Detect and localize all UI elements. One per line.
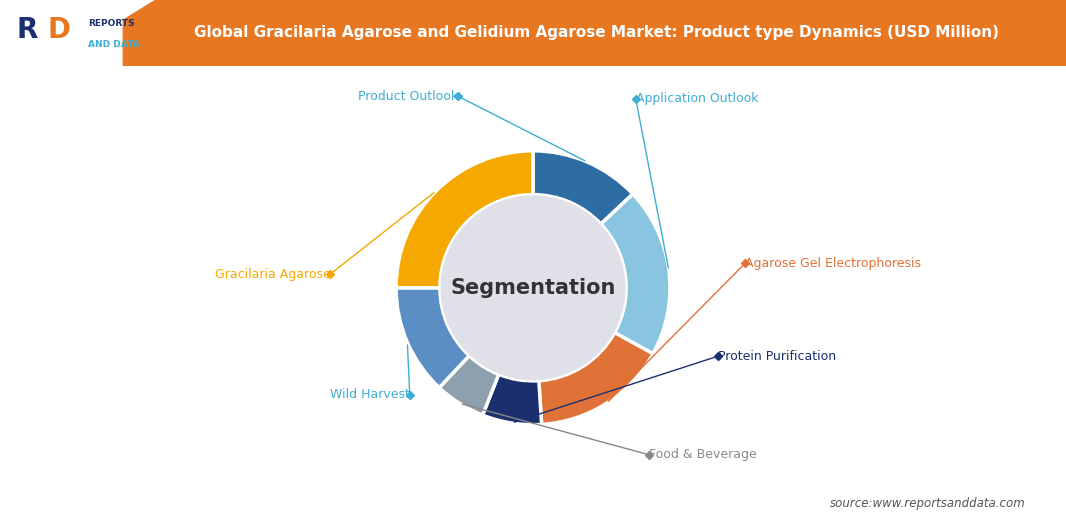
Polygon shape [123,0,1066,66]
Circle shape [441,196,625,380]
Text: Segmentation: Segmentation [450,278,616,298]
Text: D: D [47,16,70,44]
Text: Food & Beverage: Food & Beverage [649,448,757,461]
Wedge shape [601,194,669,354]
Wedge shape [397,288,469,388]
Text: REPORTS: REPORTS [88,18,135,27]
Wedge shape [533,151,633,224]
Wedge shape [397,151,533,288]
Wedge shape [538,333,653,425]
Wedge shape [439,356,499,415]
Text: Wild Harvest: Wild Harvest [329,388,409,401]
Text: Agarose Gel Electrophoresis: Agarose Gel Electrophoresis [745,257,921,270]
Text: Application Outlook: Application Outlook [635,92,758,105]
Text: Global Gracilaria Agarose and Gelidium Agarose Market: Product type Dynamics (US: Global Gracilaria Agarose and Gelidium A… [194,25,1000,41]
Text: Gracilaria Agarose: Gracilaria Agarose [214,268,330,280]
Text: Product Outlook: Product Outlook [357,90,457,102]
Text: Protein Purification: Protein Purification [717,350,836,363]
Text: R: R [16,16,37,44]
Text: AND DATA: AND DATA [88,40,140,50]
Text: source:www.reportsanddata.com: source:www.reportsanddata.com [829,496,1025,510]
Wedge shape [483,374,542,425]
